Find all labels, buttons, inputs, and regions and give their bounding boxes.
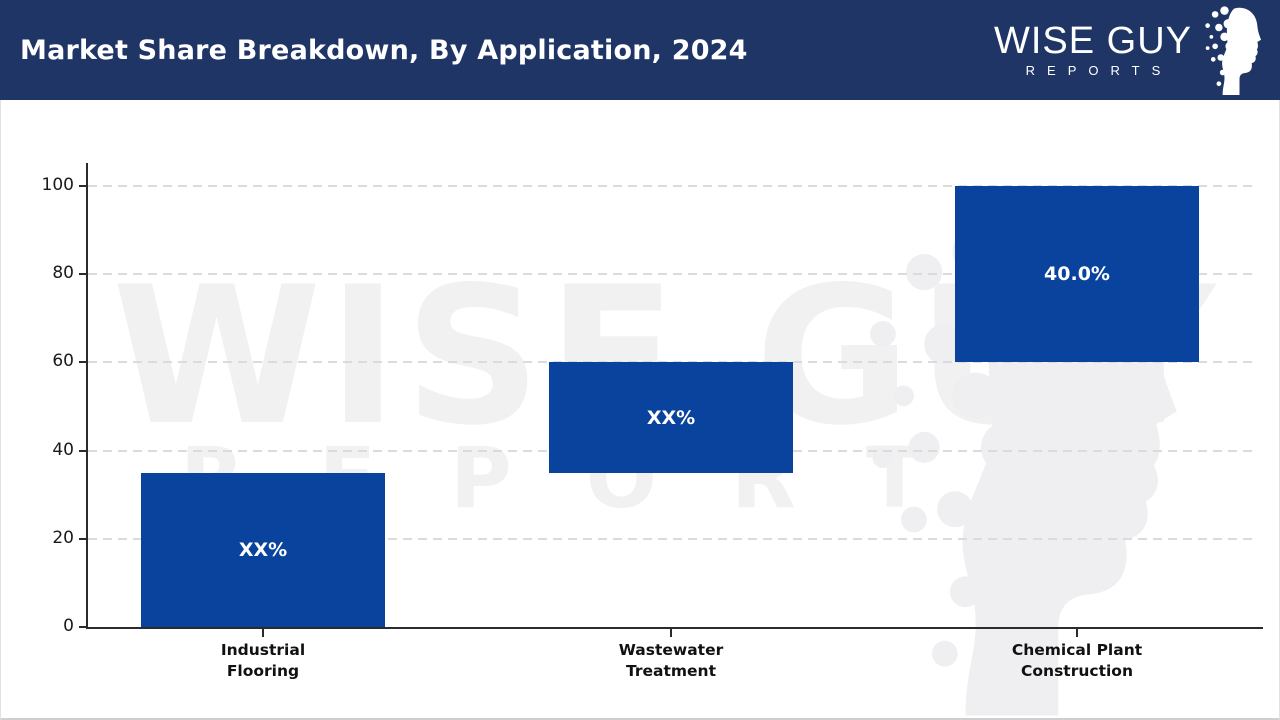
logo-face-icon — [1205, 6, 1262, 95]
header: Market Share Breakdown, By Application, … — [0, 0, 1280, 100]
grid-line — [88, 273, 1255, 276]
x-category-label-line: Chemical Plant — [1011, 641, 1143, 659]
y-tick-label: 20 — [52, 527, 74, 548]
bar-value-label: XX% — [646, 406, 696, 429]
x-category-label-line: Treatment — [625, 662, 716, 680]
x-axis-line — [86, 627, 1263, 629]
x-axis-tick — [262, 629, 264, 637]
y-tick-label: 100 — [41, 175, 74, 195]
y-tick-label: 80 — [52, 263, 74, 284]
y-axis-line — [86, 163, 88, 629]
x-category-label-line: Construction — [1021, 662, 1133, 680]
y-axis-tick — [79, 626, 87, 628]
page-title: Market Share Breakdown, By Application, … — [20, 34, 748, 66]
bar-segment: 40.0% — [955, 186, 1199, 363]
x-category-label-line: Industrial — [220, 641, 306, 659]
y-axis-tick — [79, 361, 87, 364]
grid-line — [88, 185, 1255, 187]
y-axis-tick — [79, 185, 87, 187]
x-category-label: Chemical Plant Construction — [917, 640, 1237, 682]
x-axis-tick — [1076, 629, 1078, 637]
bar-segment: XX% — [549, 362, 793, 473]
grid-line — [88, 537, 1255, 540]
brand-logo: WISE GUY REPORTS — [994, 4, 1270, 96]
x-axis-tick — [670, 629, 672, 637]
y-tick-label: 40 — [52, 439, 74, 460]
y-tick-label: 0 — [63, 616, 74, 636]
bar-value-label: 40.0% — [1044, 263, 1110, 286]
x-category-label: Industrial Flooring — [103, 640, 423, 682]
bar-value-label: XX% — [238, 538, 288, 561]
y-axis-tick — [79, 449, 87, 452]
bar-segment: XX% — [141, 472, 385, 627]
y-tick-label: 60 — [52, 351, 74, 372]
logo-wordmark: WISE GUY — [993, 19, 1192, 62]
x-category-label-line: Flooring — [226, 662, 300, 680]
brand-logo-text: WISE GUY REPORTS — [993, 19, 1192, 79]
logo-subtext: REPORTS — [1025, 63, 1173, 79]
y-axis-tick — [79, 537, 87, 540]
x-category-label: Wastewater Treatment — [511, 640, 831, 682]
x-category-label-line: Wastewater — [618, 641, 724, 659]
y-axis-tick — [79, 273, 87, 276]
